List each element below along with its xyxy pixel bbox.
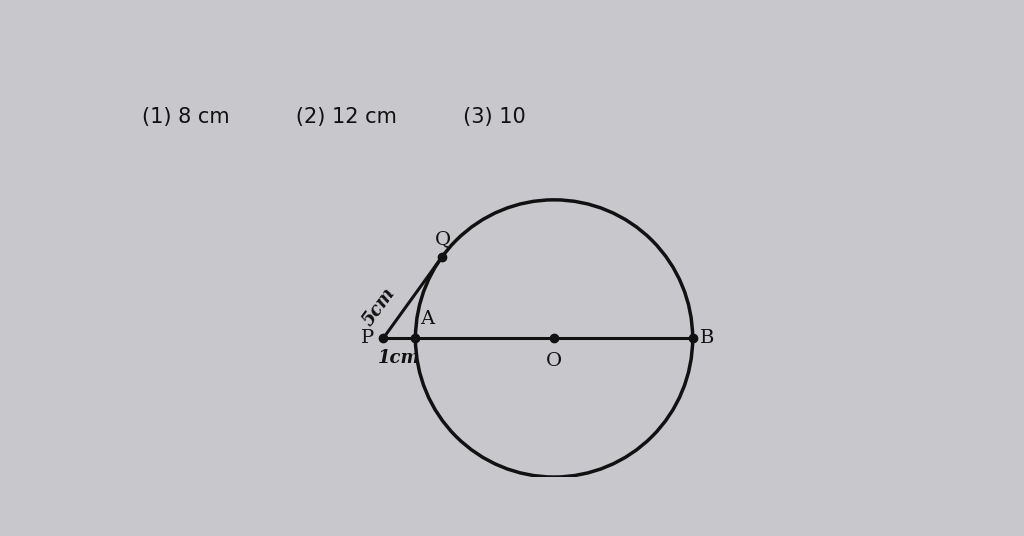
Text: B: B [700, 330, 715, 347]
Text: (1) 8 cm          (2) 12 cm          (3) 10: (1) 8 cm (2) 12 cm (3) 10 [142, 107, 526, 128]
Text: 5cm: 5cm [359, 284, 398, 329]
Text: 1cm: 1cm [378, 349, 421, 367]
Text: Q: Q [435, 230, 452, 248]
Text: O: O [546, 352, 562, 370]
Text: P: P [360, 330, 374, 347]
Text: A: A [420, 310, 434, 327]
